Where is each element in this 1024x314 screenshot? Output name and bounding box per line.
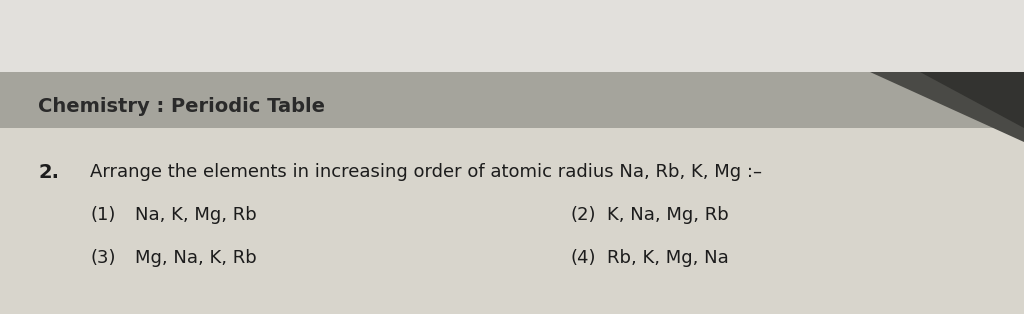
Text: Na, K, Mg, Rb: Na, K, Mg, Rb <box>135 206 257 224</box>
Text: (1): (1) <box>90 206 116 224</box>
Text: (3): (3) <box>90 249 116 267</box>
Bar <box>0 128 1024 314</box>
Polygon shape <box>920 72 1024 128</box>
Text: (2): (2) <box>570 206 596 224</box>
Text: 2.: 2. <box>38 163 59 181</box>
Text: Mg, Na, K, Rb: Mg, Na, K, Rb <box>135 249 257 267</box>
Polygon shape <box>870 72 1024 142</box>
Bar <box>0 128 1024 142</box>
Bar <box>0 0 1024 72</box>
Text: Chemistry : Periodic Table: Chemistry : Periodic Table <box>38 96 325 116</box>
Bar <box>0 72 1024 128</box>
Text: Rb, K, Mg, Na: Rb, K, Mg, Na <box>607 249 729 267</box>
Text: K, Na, Mg, Rb: K, Na, Mg, Rb <box>607 206 729 224</box>
Text: Arrange the elements in increasing order of atomic radius Na, Rb, K, Mg :–: Arrange the elements in increasing order… <box>90 163 762 181</box>
Text: (4): (4) <box>570 249 596 267</box>
